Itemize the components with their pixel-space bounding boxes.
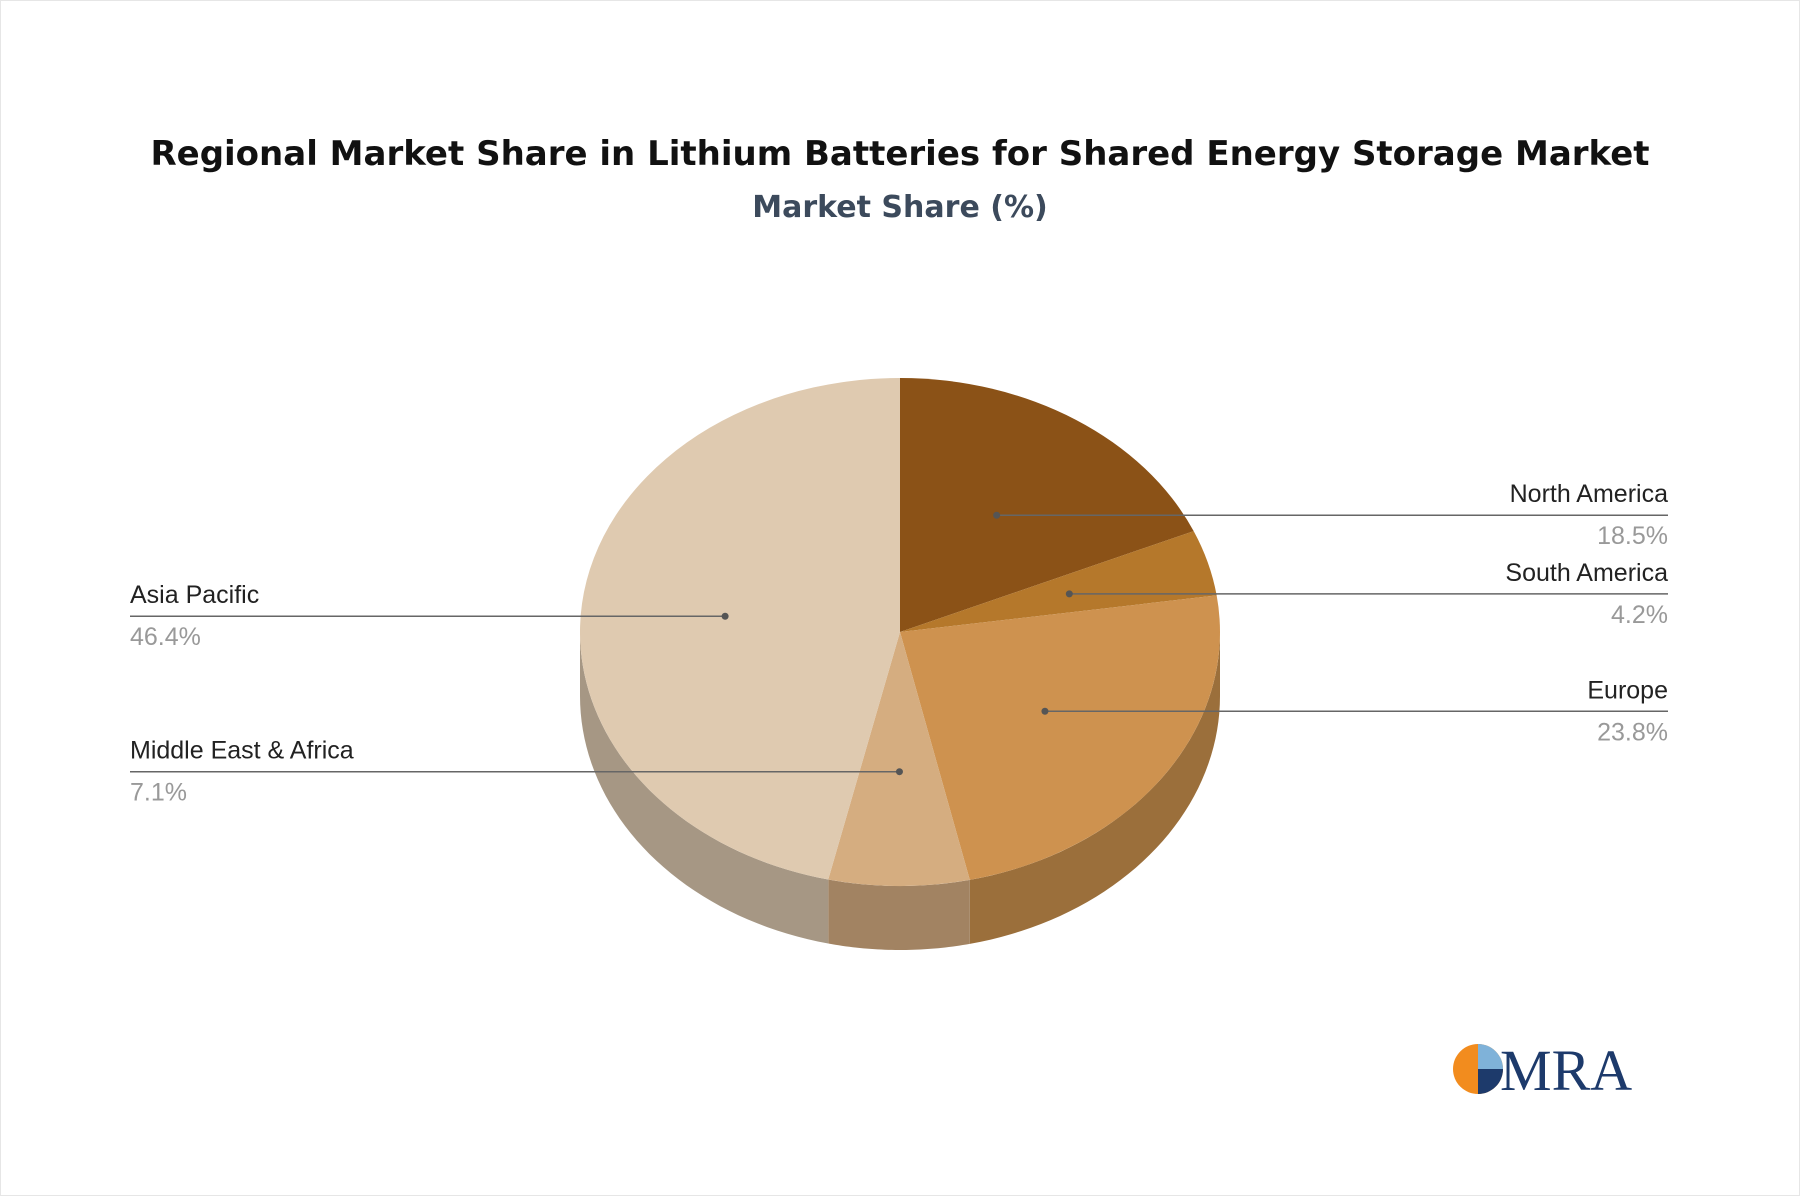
pie-slice-south-america[interactable] (900, 531, 1217, 632)
slice-value: 7.1% (130, 779, 187, 807)
mra-logo: MRA (1453, 1038, 1632, 1103)
slice-label: South America (1505, 559, 1668, 587)
pie-side-middle-east-africa (828, 879, 970, 950)
logo-text: MRA (1500, 1038, 1632, 1103)
slice-label: Middle East & Africa (130, 737, 354, 765)
leader-dot (1041, 707, 1049, 715)
slice-label: Asia Pacific (130, 581, 259, 609)
slice-value: 4.2% (1611, 601, 1668, 629)
pie-slices (579, 378, 1220, 886)
leader-dot (721, 612, 729, 620)
slice-label: Europe (1587, 676, 1668, 704)
slice-value: 46.4% (130, 623, 201, 651)
pie-side-asia-pacific (580, 632, 829, 944)
leader-dot (1065, 590, 1073, 598)
chart-title: Regional Market Share in Lithium Batteri… (150, 134, 1650, 174)
pie-slice-middle-east-africa[interactable] (828, 632, 970, 886)
pie-3d-sides (580, 632, 1220, 950)
slice-label: North America (1510, 480, 1668, 508)
pie-label-asia-pacific: Asia Pacific 46.4% (130, 581, 729, 651)
leader-dot (895, 768, 903, 776)
pie-slice-europe[interactable] (900, 595, 1220, 880)
slice-value: 18.5% (1597, 522, 1668, 550)
pie-label-south-america: South America 4.2% (1065, 559, 1668, 629)
pie-label-north-america: North America 18.5% (993, 480, 1668, 550)
logo-blue-wedge-icon (1478, 1044, 1503, 1069)
pie-label-middle-east-africa: Middle East & Africa 7.1% (130, 737, 903, 807)
pie-labels: North America 18.5% South America 4.2% Europ… (130, 480, 1668, 807)
chart-subtitle: Market Share (%) (752, 190, 1048, 225)
pie-slice-asia-pacific[interactable] (579, 378, 900, 880)
slice-value: 23.8% (1597, 718, 1668, 746)
pie-slice-north-america[interactable] (900, 378, 1194, 632)
pie-label-europe: Europe 23.8% (1041, 676, 1668, 746)
pie-side-europe (969, 632, 1220, 944)
logo-navy-wedge-icon (1478, 1069, 1503, 1094)
leader-dot (993, 511, 1001, 519)
